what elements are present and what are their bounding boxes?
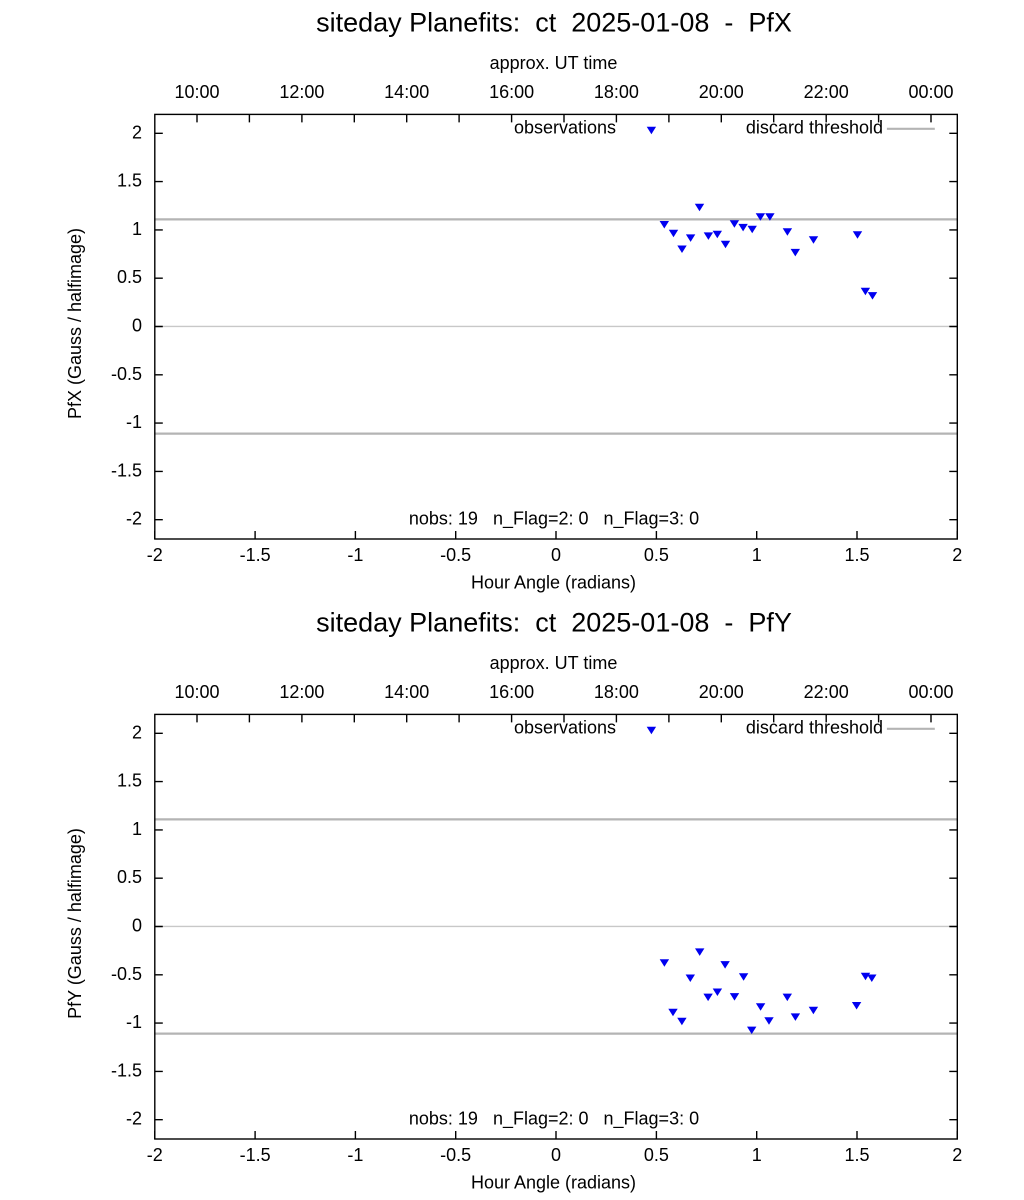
svg-text:18:00: 18:00 bbox=[594, 82, 639, 102]
svg-text:0.5: 0.5 bbox=[117, 867, 142, 887]
svg-text:0.5: 0.5 bbox=[644, 545, 669, 565]
svg-text:0.5: 0.5 bbox=[644, 1145, 669, 1165]
svg-text:0: 0 bbox=[132, 316, 142, 336]
svg-text:10:00: 10:00 bbox=[174, 82, 219, 102]
svg-text:16:00: 16:00 bbox=[489, 82, 534, 102]
svg-text:-2: -2 bbox=[147, 1145, 163, 1165]
svg-text:00:00: 00:00 bbox=[908, 82, 953, 102]
svg-text:1: 1 bbox=[752, 545, 762, 565]
svg-text:12:00: 12:00 bbox=[279, 682, 324, 702]
svg-text:22:00: 22:00 bbox=[804, 682, 849, 702]
svg-text:1: 1 bbox=[132, 819, 142, 839]
svg-text:-1.5: -1.5 bbox=[240, 1145, 271, 1165]
svg-text:approx. UT time: approx. UT time bbox=[490, 653, 618, 673]
svg-text:discard threshold: discard threshold bbox=[746, 117, 883, 137]
svg-text:12:00: 12:00 bbox=[279, 82, 324, 102]
svg-text:nobs: 19 n_Flag=2: 0 n_Fla: nobs: 19 n_Flag=2: 0 n_Flag=3: 0 bbox=[409, 1109, 699, 1130]
svg-text:00:00: 00:00 bbox=[908, 682, 953, 702]
svg-text:0: 0 bbox=[132, 916, 142, 936]
svg-text:20:00: 20:00 bbox=[699, 682, 744, 702]
svg-text:18:00: 18:00 bbox=[594, 682, 639, 702]
svg-text:-1: -1 bbox=[126, 412, 142, 432]
svg-text:-1.5: -1.5 bbox=[240, 545, 271, 565]
svg-text:2: 2 bbox=[132, 122, 142, 142]
svg-text:nobs: 19 n_Flag=2: 0 n_Fla: nobs: 19 n_Flag=2: 0 n_Flag=3: 0 bbox=[409, 509, 699, 530]
svg-text:Hour Angle (radians): Hour Angle (radians) bbox=[471, 572, 636, 592]
svg-text:-0.5: -0.5 bbox=[111, 964, 142, 984]
svg-text:1.5: 1.5 bbox=[844, 1145, 869, 1165]
svg-text:22:00: 22:00 bbox=[804, 82, 849, 102]
svg-text:-1.5: -1.5 bbox=[111, 1060, 142, 1080]
svg-text:-2: -2 bbox=[126, 509, 142, 529]
svg-text:10:00: 10:00 bbox=[174, 682, 219, 702]
svg-text:Hour Angle (radians): Hour Angle (radians) bbox=[471, 1172, 636, 1192]
svg-text:observations: observations bbox=[514, 117, 616, 137]
svg-text:-2: -2 bbox=[126, 1109, 142, 1129]
svg-text:-0.5: -0.5 bbox=[440, 545, 471, 565]
svg-text:20:00: 20:00 bbox=[699, 82, 744, 102]
svg-text:-1: -1 bbox=[126, 1012, 142, 1032]
svg-text:16:00: 16:00 bbox=[489, 682, 534, 702]
svg-text:1: 1 bbox=[752, 1145, 762, 1165]
svg-text:siteday Planefits: ct 2025-0: siteday Planefits: ct 2025-01-08 - PfX bbox=[316, 7, 792, 37]
svg-text:PfY (Gauss / halfimage): PfY (Gauss / halfimage) bbox=[65, 828, 85, 1019]
svg-text:approx. UT time: approx. UT time bbox=[490, 53, 618, 73]
svg-text:PfX (Gauss / halfimage): PfX (Gauss / halfimage) bbox=[65, 228, 85, 419]
svg-text:siteday Planefits: ct 2025-0: siteday Planefits: ct 2025-01-08 - PfY bbox=[316, 607, 792, 637]
svg-text:discard threshold: discard threshold bbox=[746, 717, 883, 737]
svg-text:0: 0 bbox=[551, 545, 561, 565]
svg-text:2: 2 bbox=[132, 722, 142, 742]
svg-text:2: 2 bbox=[952, 1145, 962, 1165]
svg-text:14:00: 14:00 bbox=[384, 682, 429, 702]
svg-text:-1.5: -1.5 bbox=[111, 460, 142, 480]
svg-text:1.5: 1.5 bbox=[117, 171, 142, 191]
svg-text:0.5: 0.5 bbox=[117, 267, 142, 287]
svg-text:-1: -1 bbox=[347, 1145, 363, 1165]
svg-text:-0.5: -0.5 bbox=[440, 1145, 471, 1165]
svg-text:-2: -2 bbox=[147, 545, 163, 565]
svg-text:0: 0 bbox=[551, 1145, 561, 1165]
svg-text:-0.5: -0.5 bbox=[111, 364, 142, 384]
svg-text:14:00: 14:00 bbox=[384, 82, 429, 102]
svg-text:1: 1 bbox=[132, 219, 142, 239]
svg-text:observations: observations bbox=[514, 717, 616, 737]
svg-text:2: 2 bbox=[952, 545, 962, 565]
svg-text:1.5: 1.5 bbox=[117, 771, 142, 791]
svg-text:1.5: 1.5 bbox=[844, 545, 869, 565]
svg-text:-1: -1 bbox=[347, 545, 363, 565]
